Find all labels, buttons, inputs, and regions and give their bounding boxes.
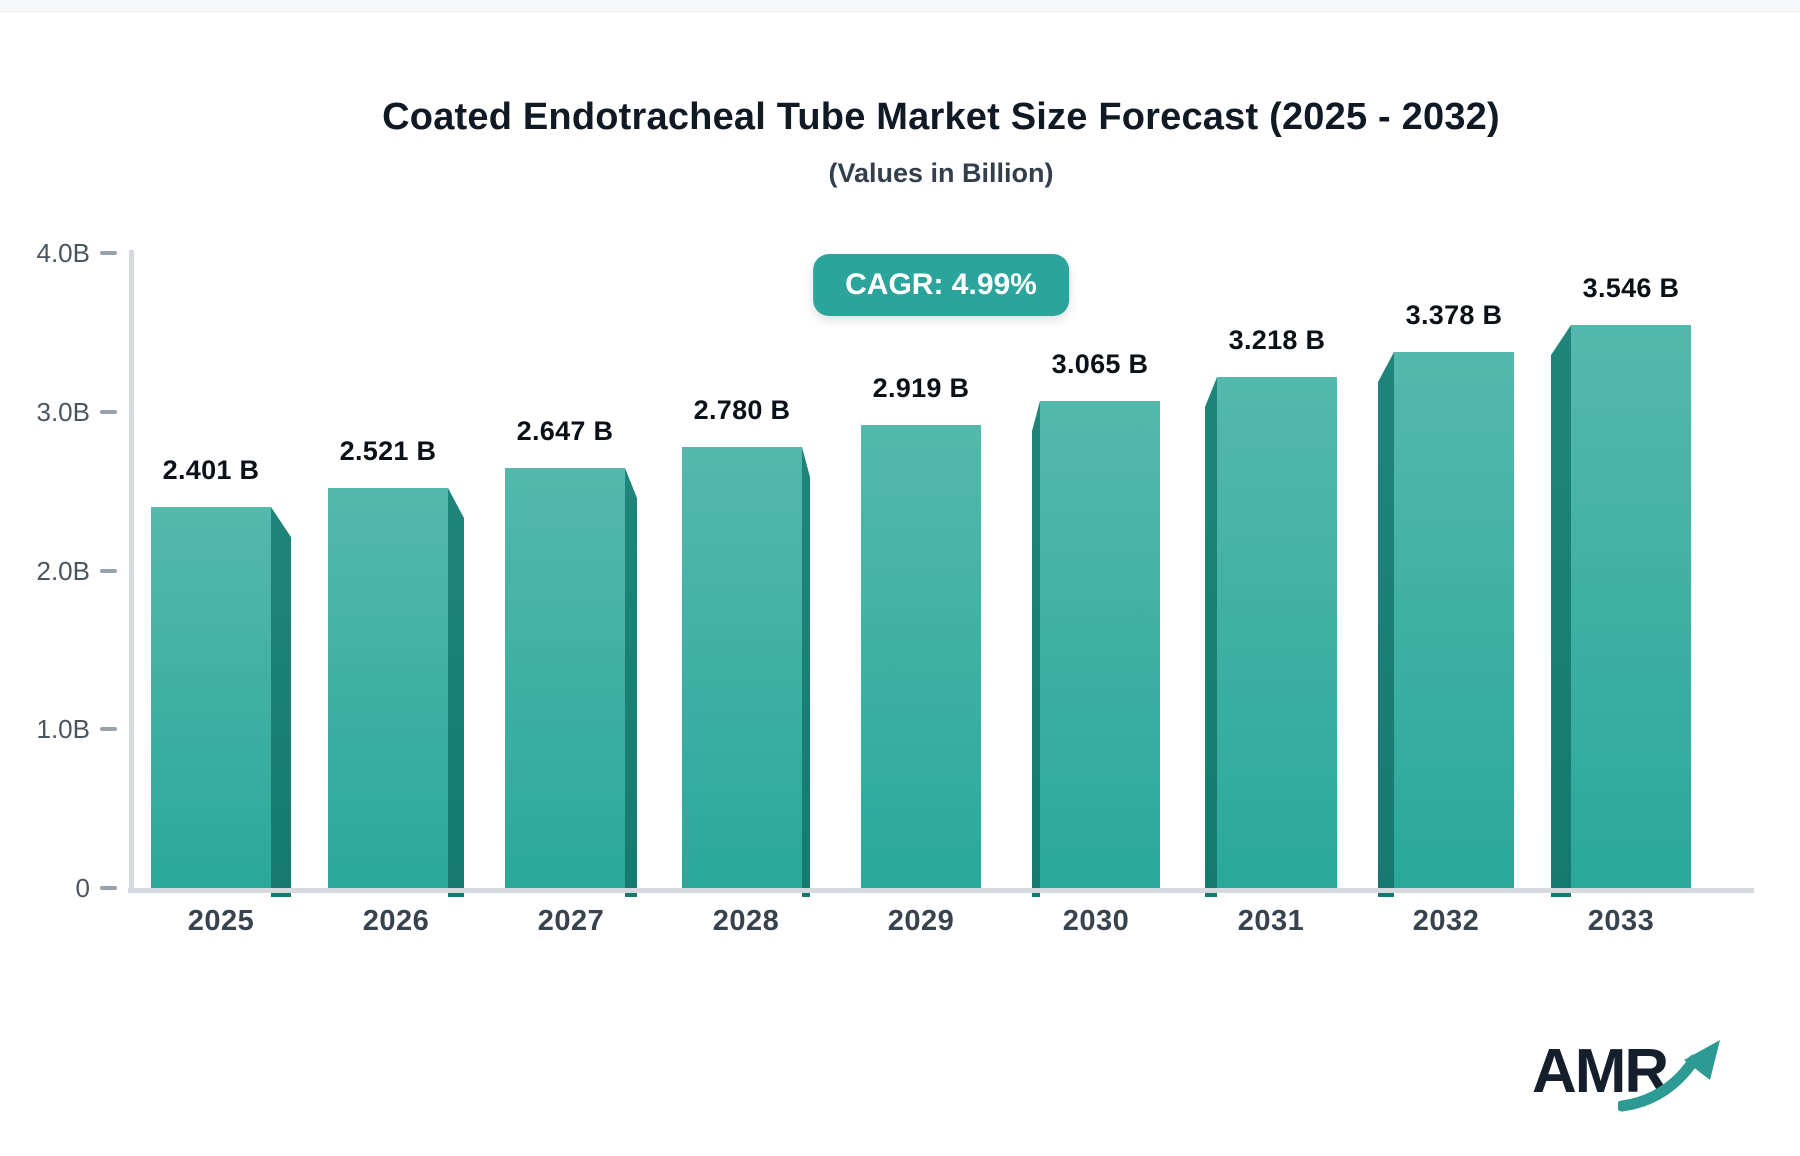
bar-value-label: 2.401 B <box>162 455 260 485</box>
y-axis-line <box>129 250 134 891</box>
y-tick-label: 4.0B <box>36 238 91 268</box>
bar-2025 <box>151 507 271 888</box>
bar-side-2033 <box>1551 325 1571 897</box>
page-subtitle: (Values in Billion) <box>828 158 1054 188</box>
bar-side-2026 <box>448 488 464 897</box>
bar-2033 <box>1571 325 1691 888</box>
bar-side-2031 <box>1205 377 1217 897</box>
y-tick-label: 1.0B <box>36 714 91 745</box>
x-axis-baseline <box>128 888 1754 893</box>
bar-2026 <box>328 488 448 888</box>
x-tick-label: 2032 <box>1412 905 1480 937</box>
bar-value-label: 2.780 B <box>693 395 791 425</box>
y-tick-dash <box>100 568 117 573</box>
x-tick-label: 2028 <box>712 905 780 937</box>
bar-side-2028 <box>802 447 810 897</box>
x-tick-label: 2027 <box>537 905 605 937</box>
y-tick-dash <box>100 251 117 255</box>
bar-side-2030 <box>1032 401 1040 897</box>
y-tick-dash <box>100 727 117 732</box>
x-tick-label: 2026 <box>362 905 430 937</box>
bar-value-label: 2.647 B <box>516 416 614 446</box>
bar-value-label: 3.218 B <box>1228 325 1326 355</box>
y-tick-label: 0 <box>75 873 90 903</box>
amr-logo: AMR <box>1532 1036 1772 1122</box>
bar-side-2025 <box>271 507 291 897</box>
y-tick-dash <box>100 409 117 414</box>
bar-2027 <box>505 468 625 888</box>
x-tick-label: 2029 <box>887 905 955 937</box>
x-tick-label: 2033 <box>1587 905 1655 937</box>
y-tick-label: 2.0B <box>36 555 91 586</box>
bar-side-2032 <box>1378 352 1394 897</box>
bar-side-2027 <box>625 468 637 897</box>
cagr-badge: CAGR: 4.99% <box>813 254 1069 316</box>
bar-2031 <box>1217 377 1337 888</box>
bar-value-label: 3.065 B <box>1051 349 1149 379</box>
bar-2028 <box>682 447 802 888</box>
bar-2029 <box>861 425 981 888</box>
bar-value-label: 3.378 B <box>1405 300 1503 330</box>
top-band <box>0 0 1800 12</box>
x-tick-label: 2031 <box>1237 905 1305 937</box>
bar-2032 <box>1394 352 1514 888</box>
y-tick-dash <box>100 886 117 890</box>
x-tick-label: 2030 <box>1062 905 1130 937</box>
bar-value-label: 3.546 B <box>1582 273 1680 303</box>
y-tick-label: 3.0B <box>36 396 91 427</box>
bar-value-label: 2.521 B <box>339 436 437 466</box>
trend-up-arrow-icon <box>1618 1040 1720 1112</box>
x-tick-label: 2025 <box>187 905 255 937</box>
bar-value-label: 2.919 B <box>872 373 970 403</box>
page-title: Coated Endotracheal Tube Market Size For… <box>382 96 1500 138</box>
bar-2030 <box>1040 401 1160 888</box>
